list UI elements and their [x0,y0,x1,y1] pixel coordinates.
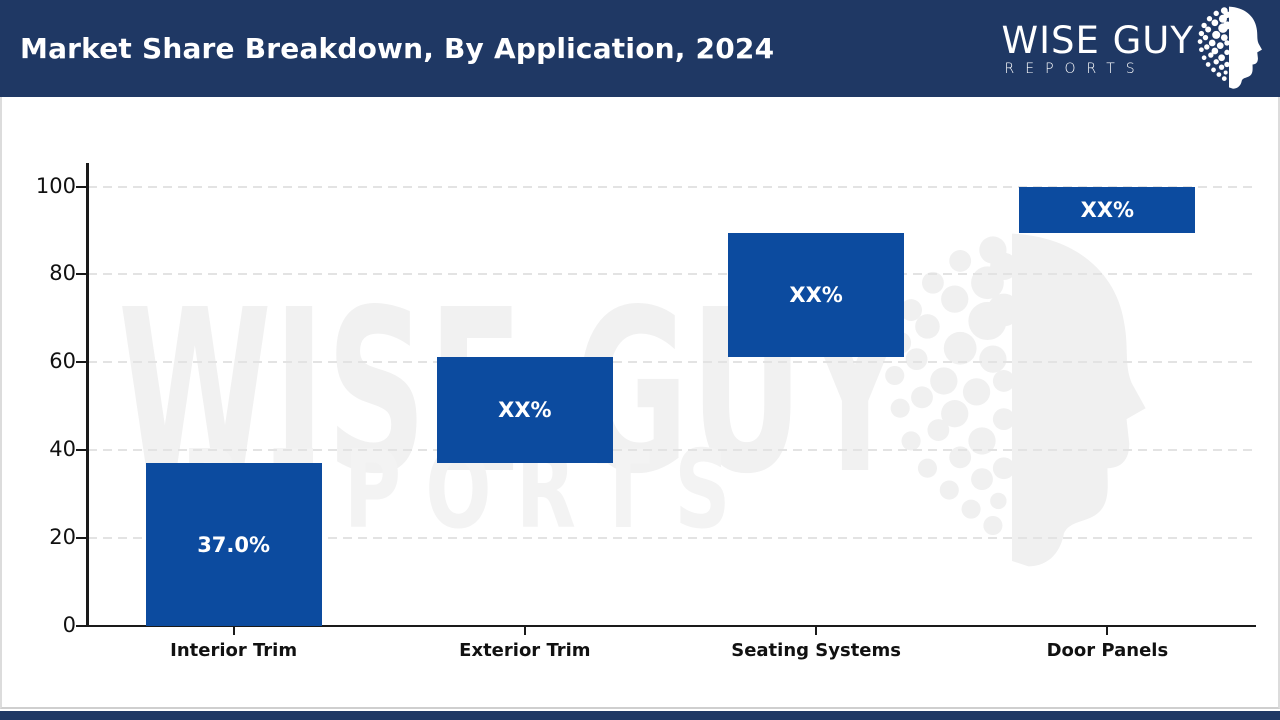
y-tick-label-20: 20 [49,525,76,550]
gridline-80 [88,273,1253,276]
x-tick-mark-1 [232,626,235,635]
y-tick-mark-40 [76,449,88,452]
y-tick-label-60: 60 [49,349,76,374]
gridline-60 [88,361,1253,364]
x-category-label: Door Panels [1046,640,1169,661]
x-category-label: Exterior Trim [459,640,591,661]
bar-door-panels: XX% [1019,186,1196,234]
bar-exterior-trim: XX% [436,356,613,464]
header: Market Share Breakdown, By Application, … [0,0,1280,97]
y-tick-label-100: 100 [35,173,76,198]
logo-reports-label: REPORTS [1004,60,1146,77]
bar-value-label: XX% [1080,197,1135,222]
x-tick-mark-3 [815,626,818,635]
wiseguy-head-icon [1192,5,1266,93]
y-axis-spine [86,163,89,627]
bar-value-label: 37.0% [197,532,271,557]
y-tick-mark-80 [76,273,88,276]
chart-title: Market Share Breakdown, By Application, … [20,32,775,65]
x-axis-spine [86,624,1256,627]
y-tick-label-40: 40 [49,437,76,462]
x-tick-mark-4 [1106,626,1109,635]
watermark-head-icon [862,228,1162,583]
x-category-label: Interior Trim [170,640,298,661]
gridline-20 [88,537,1253,540]
y-tick-mark-60 [76,361,88,364]
wiseguy-logo: WISE GUY REPORTS [1002,0,1266,97]
logo-text: WISE GUY REPORTS [1002,22,1194,76]
footer-bar [0,711,1280,720]
y-tick-label-0: 0 [62,613,76,637]
gridline-100 [88,185,1253,188]
bar-interior-trim: 37.0% [145,463,322,626]
logo-wiseguy-label: WISE GUY [1001,18,1194,62]
y-tick-label-80: 80 [49,261,76,286]
bar-value-label: XX% [789,282,843,307]
bar-seating-systems: XX% [728,233,905,357]
x-category-label: Seating Systems [731,640,901,661]
gridline-40 [88,449,1253,452]
y-tick-mark-0 [76,625,88,627]
x-tick-mark-2 [523,626,526,635]
y-tick-mark-100 [76,185,88,188]
y-tick-mark-20 [76,537,88,540]
bar-value-label: XX% [498,397,552,422]
